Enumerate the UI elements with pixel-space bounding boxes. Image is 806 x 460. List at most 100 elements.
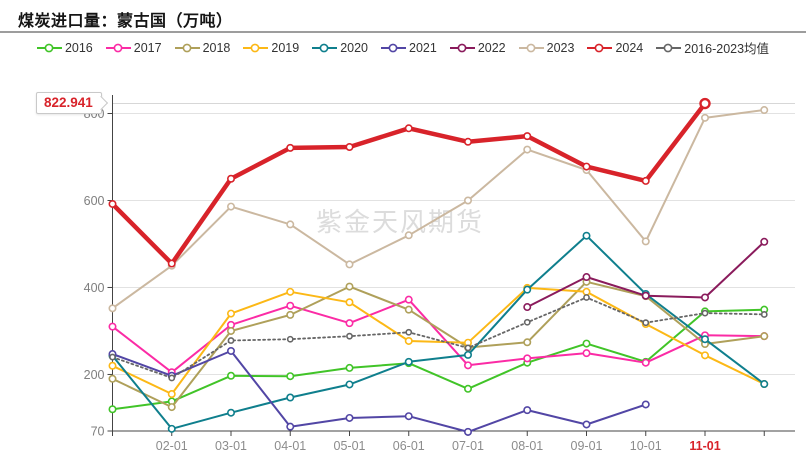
- series-point-2016-2023均值: [701, 309, 709, 317]
- title-divider: [0, 31, 806, 33]
- legend-label: 2018: [202, 40, 231, 55]
- legend-marker-icon: [656, 43, 682, 52]
- series-point-2020: [345, 380, 354, 389]
- series-point-2019: [227, 309, 236, 318]
- series-point-2016-2023均值: [109, 353, 116, 361]
- legend-item-2023[interactable]: 2023: [518, 40, 575, 55]
- series-point-2016-2023均值: [760, 311, 768, 318]
- series-point-2016: [582, 339, 591, 348]
- series-point-2020: [463, 350, 472, 359]
- series-point-2021: [641, 400, 650, 409]
- series-point-2022: [582, 273, 591, 282]
- series-line-2020: [111, 234, 766, 430]
- series-point-2024: [463, 137, 472, 146]
- series-point-2018: [227, 326, 236, 335]
- series-point-2016-2023均值: [286, 335, 294, 343]
- legend-label: 2024: [615, 40, 644, 55]
- series-line-2019: [111, 286, 766, 395]
- series-line-2021: [111, 350, 647, 433]
- series-point-2023: [463, 196, 472, 205]
- legend-item-2016-2023均值[interactable]: 2016-2023均值: [656, 38, 769, 57]
- series-point-2016-2023均值: [227, 337, 235, 344]
- x-tick-label-03-01: 03-01: [215, 439, 247, 453]
- y-tick-label-70: 70: [91, 425, 105, 439]
- series-point-2017: [641, 358, 650, 367]
- series-point-2017: [523, 354, 532, 363]
- x-tick-label-11-01: 11-01: [689, 439, 720, 453]
- series-point-2021: [227, 346, 236, 355]
- legend-item-2018[interactable]: 2018: [174, 40, 231, 55]
- legend-marker-icon: [36, 43, 62, 52]
- legend-label: 2016: [64, 40, 93, 55]
- legend-marker-icon: [587, 43, 613, 52]
- legend-label: 2020: [340, 40, 369, 55]
- legend-item-2020[interactable]: 2020: [312, 41, 368, 55]
- series-point-2017: [286, 301, 295, 310]
- legend-label: 2019: [271, 40, 300, 55]
- series-point-2016-2023均值: [168, 374, 176, 382]
- legend-label: 2017: [133, 40, 162, 55]
- series-point-2022: [523, 303, 532, 312]
- legend-item-2021[interactable]: 2021: [381, 41, 437, 55]
- legend-label: 2023: [546, 40, 575, 55]
- series-point-2016: [227, 371, 236, 380]
- series-point-2023: [108, 304, 117, 313]
- series-line-2023: [111, 109, 766, 310]
- series-point-2024: [523, 132, 532, 141]
- series-point-2016-2023均值: [523, 318, 531, 326]
- series-point-2019: [286, 287, 295, 296]
- series-point-2018: [108, 374, 117, 383]
- series-point-2017: [108, 322, 117, 331]
- series-point-2023: [345, 260, 354, 269]
- latest-value-callout: 822.941: [36, 92, 108, 114]
- watermark: 紫金天风期货: [316, 207, 484, 237]
- legend-marker-icon: [174, 43, 200, 52]
- legend-item-2017[interactable]: 2017: [105, 40, 162, 55]
- series-point-2024: [167, 259, 176, 268]
- series-point-2019: [108, 361, 117, 370]
- series-point-2018: [167, 403, 176, 412]
- series-point-2020: [404, 357, 413, 366]
- series-point-2023: [404, 231, 413, 240]
- series-point-2021: [286, 422, 295, 431]
- series-point-2018: [523, 338, 532, 347]
- legend-marker-icon: [105, 43, 131, 52]
- y-tick-label-600: 600: [84, 194, 105, 208]
- legend-label: 2021: [409, 40, 437, 55]
- legend-item-2022[interactable]: 2022: [449, 40, 506, 55]
- series-point-2016: [345, 363, 354, 372]
- series-point-2020: [286, 393, 295, 402]
- series-point-2016-2023均值: [464, 344, 472, 352]
- series-point-2021: [582, 420, 591, 429]
- legend-label: 2016-2023均值: [684, 42, 770, 56]
- series-point-2023: [641, 237, 650, 246]
- series-point-2024: [345, 142, 354, 151]
- series-point-2021: [404, 412, 413, 421]
- legend-item-2019[interactable]: 2019: [243, 41, 299, 55]
- series-line-2017: [111, 298, 766, 374]
- x-tick-label-04-01: 04-01: [274, 439, 306, 453]
- x-tick-label-02-01: 02-01: [156, 439, 188, 453]
- x-tick-label-08-01: 08-01: [511, 439, 543, 453]
- series-point-2019: [404, 336, 413, 345]
- legend-item-2024[interactable]: 2024: [587, 41, 643, 55]
- series-point-2016-2023均值: [346, 332, 353, 340]
- x-tick-label-05-01: 05-01: [334, 439, 366, 453]
- series-point-2016: [463, 384, 472, 393]
- legend-marker-icon: [449, 43, 475, 52]
- legend-label: 2022: [477, 40, 506, 55]
- legend-item-2016[interactable]: 2016: [36, 40, 93, 55]
- series-line-2016-2023均值: [111, 296, 766, 379]
- series-point-2023: [227, 202, 236, 211]
- series-point-2020: [227, 408, 236, 417]
- chart-title: 煤炭进口量：蒙古国（万吨）: [18, 13, 233, 30]
- y-tick-label-400: 400: [84, 281, 105, 295]
- series-point-2022: [700, 293, 709, 302]
- series-point-2020: [582, 231, 591, 240]
- series-point-2018: [404, 305, 413, 314]
- series-point-2022: [760, 237, 769, 246]
- x-tick-label-09-01: 09-01: [571, 439, 603, 453]
- series-point-2019: [582, 287, 591, 296]
